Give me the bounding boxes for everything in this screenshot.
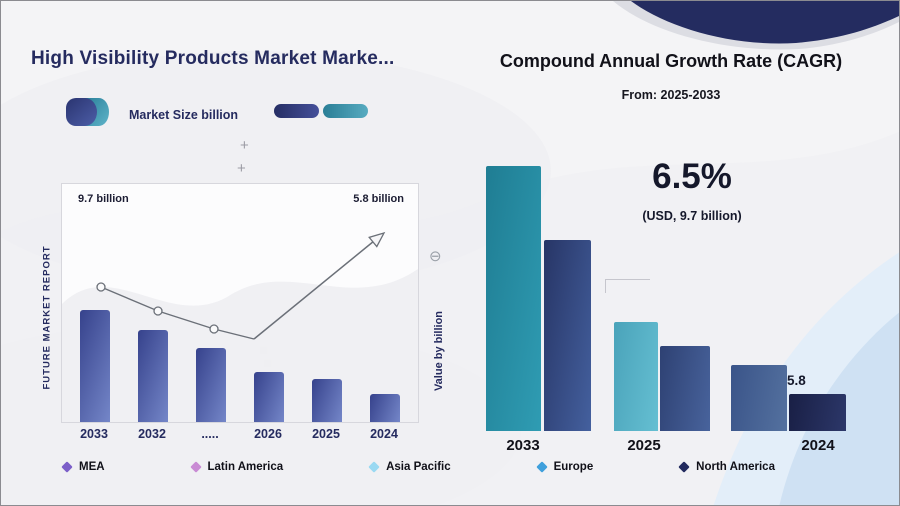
left-x-label: 2025 [312, 427, 340, 441]
legend-item-north-america: North America [678, 461, 775, 473]
market-size-chart-panel: 9.7 billion 5.8 billion [61, 183, 419, 423]
bracket-decoration [605, 279, 650, 293]
right-bar-group [471, 151, 871, 431]
right-axis-label: Value by billion [433, 310, 445, 392]
cagr-note: (USD, 9.7 billion) [642, 209, 742, 223]
left-x-label: ..... [201, 427, 219, 441]
market-size-legend: Market Size billion [65, 95, 238, 134]
legend-label: North America [696, 461, 775, 473]
legend-label: Asia Pacific [386, 461, 451, 473]
legend-label: Latin America [207, 461, 284, 473]
legend-label: Europe [553, 461, 594, 473]
market-size-label: Market Size billion [129, 107, 239, 122]
legend-bullet-icon [678, 461, 690, 473]
left-bar-2033 [80, 310, 110, 422]
cagr-value: 6.5% [652, 157, 732, 196]
start-value-label: 9.7 billion [78, 193, 129, 205]
legend-item-mea: MEA [61, 461, 105, 473]
legend-bullet-icon [368, 461, 380, 473]
left-axis-label: FUTURE MARKET REPORT [41, 245, 53, 390]
right-x-label: 2025 [627, 437, 661, 454]
left-bar-2026 [254, 372, 284, 422]
circle-minus-icon: ⊖ [429, 248, 442, 265]
end-value-label: 5.8 billion [353, 193, 404, 205]
left-chart-title: High Visibility Products Market Marke... [31, 48, 395, 69]
plus-decoration: + [240, 137, 249, 154]
legend-bullet-icon [61, 461, 73, 473]
left-bar-2025 [312, 379, 342, 422]
left-x-label: 2026 [254, 427, 282, 441]
left-bar-2032 [138, 330, 168, 422]
left-x-label: 2024 [370, 427, 398, 441]
plus-decoration: + [237, 160, 246, 177]
right-bar-2033 [544, 240, 591, 431]
right-x-label: 2024 [801, 437, 835, 454]
legend-item-europe: Europe [535, 461, 594, 473]
left-bar-2024 [370, 394, 400, 422]
left-x-axis: 2033 2032..... 2026 2025 2024 [79, 427, 399, 441]
legend-bullet-icon [535, 461, 548, 473]
cagr-title: Compound Annual Growth Rate (CAGR) [499, 51, 843, 71]
right-bar-2025 [660, 346, 710, 431]
right-bar-2024 [731, 365, 787, 431]
gradient-pill-icon [274, 104, 319, 118]
left-bar-..... [196, 348, 226, 422]
cagr-subtitle: From: 2025-2033 [621, 88, 721, 102]
database-icon [65, 95, 117, 134]
right-bar-2024 [789, 394, 846, 431]
left-x-label: 2033 [80, 427, 108, 441]
left-x-label: 2032 [138, 427, 166, 441]
right-bar-2025 [614, 322, 658, 431]
legend-label: MEA [79, 461, 105, 473]
right-bar-2033 [486, 166, 541, 431]
right-x-label: 2033 [506, 437, 540, 454]
legend-bullet-icon [189, 461, 202, 473]
legend-item-latin-america: Latin America [189, 461, 284, 473]
bar-value-label: 5.8 [787, 373, 806, 388]
legend-item-asia-pacific: Asia Pacific [368, 461, 451, 473]
region-legend: MEA Latin America Asia Pacific Europe North … [61, 461, 775, 473]
left-bar-group [80, 282, 400, 422]
gradient-pill-icon [323, 104, 368, 118]
